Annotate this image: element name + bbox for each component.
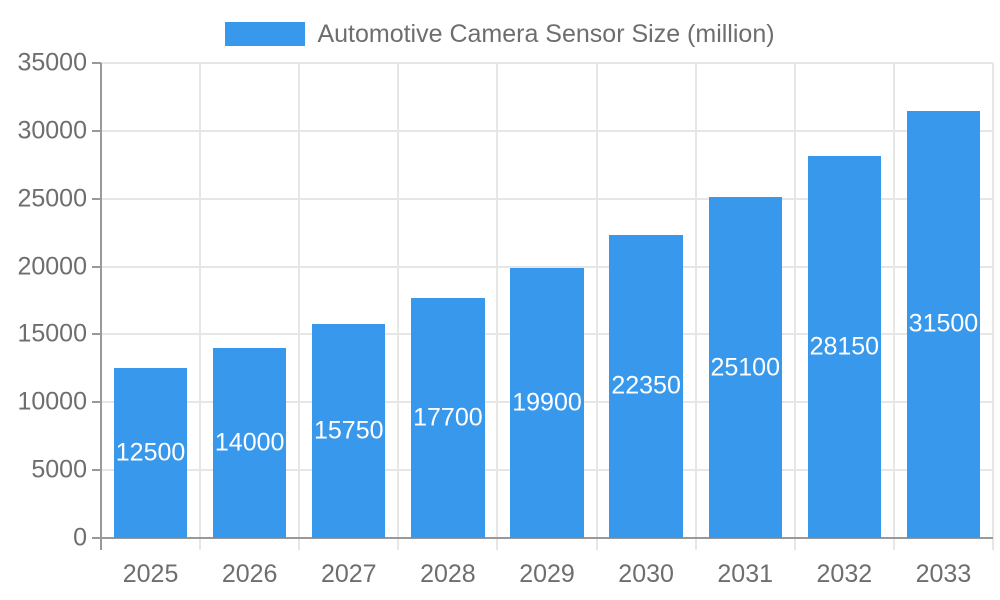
bar-value-label: 19900	[512, 388, 582, 417]
bar-value-label: 22350	[611, 371, 681, 400]
y-axis-tick-label: 5000	[31, 455, 87, 484]
y-gridline	[101, 265, 993, 268]
bar-2025	[113, 368, 188, 538]
x-gridline	[496, 63, 499, 550]
x-axis-baseline	[101, 537, 993, 539]
bar-value-label: 15750	[314, 416, 384, 445]
y-gridline	[101, 197, 993, 200]
x-axis-tick-label: 2032	[816, 560, 873, 588]
bar-2029	[510, 267, 584, 538]
y-gridline	[101, 129, 993, 132]
y-axis-tick-label: 35000	[17, 48, 87, 77]
bar-2033	[906, 110, 981, 538]
legend-label: Automotive Camera Sensor Size (million)	[317, 20, 775, 48]
x-gridline	[892, 63, 895, 550]
x-gridline	[694, 63, 697, 550]
y-axis-tick	[92, 333, 101, 336]
x-gridline	[793, 63, 796, 550]
y-axis-tick-label: 30000	[17, 116, 87, 145]
bar-2032	[807, 155, 881, 538]
bar-2026	[212, 348, 287, 538]
y-axis-tick	[92, 197, 101, 200]
y-axis-tick	[92, 129, 101, 132]
bar-2030	[609, 234, 683, 538]
bar-value-label: 31500	[908, 309, 979, 338]
x-axis-tick-label: 2027	[320, 560, 377, 588]
chart-legend: Automotive Camera Sensor Size (million)	[0, 20, 1000, 48]
y-axis-tick-label: 20000	[17, 252, 87, 281]
bar-value-label: 25100	[710, 353, 780, 382]
bar-2028	[411, 297, 485, 538]
y-gridline	[101, 62, 993, 64]
bar-value-label: 12500	[115, 438, 186, 467]
x-axis-tick-label: 2028	[420, 560, 476, 588]
x-gridline	[992, 63, 994, 550]
y-axis-line	[100, 63, 102, 550]
x-axis-tick-label: 2029	[519, 560, 575, 588]
x-gridline	[397, 63, 400, 550]
y-axis-tick-label: 25000	[17, 184, 87, 213]
x-axis-tick-label: 2026	[221, 560, 278, 588]
bar-value-label: 28150	[809, 332, 880, 361]
bar-2027	[312, 324, 386, 538]
y-axis-tick	[92, 265, 101, 268]
y-axis-tick-label: 15000	[17, 319, 87, 348]
y-axis-tick-label: 10000	[17, 387, 87, 416]
bar-2031	[708, 197, 782, 538]
x-axis-tick-label: 2033	[915, 560, 972, 588]
legend-swatch	[225, 22, 306, 46]
bar-value-label: 14000	[214, 428, 285, 457]
bar-value-label: 17700	[413, 403, 483, 432]
x-gridline	[595, 63, 598, 550]
y-axis-tick-label: 0	[73, 523, 87, 552]
y-axis-tick	[92, 62, 101, 64]
y-axis-tick	[92, 469, 101, 472]
x-axis-tick-label: 2030	[618, 560, 674, 588]
x-axis-tick-label: 2031	[717, 560, 774, 588]
x-gridline	[199, 63, 202, 550]
y-axis-tick	[92, 401, 101, 404]
x-gridline	[298, 63, 301, 550]
y-axis-tick	[92, 537, 101, 539]
x-axis-tick-label: 2025	[122, 560, 179, 588]
